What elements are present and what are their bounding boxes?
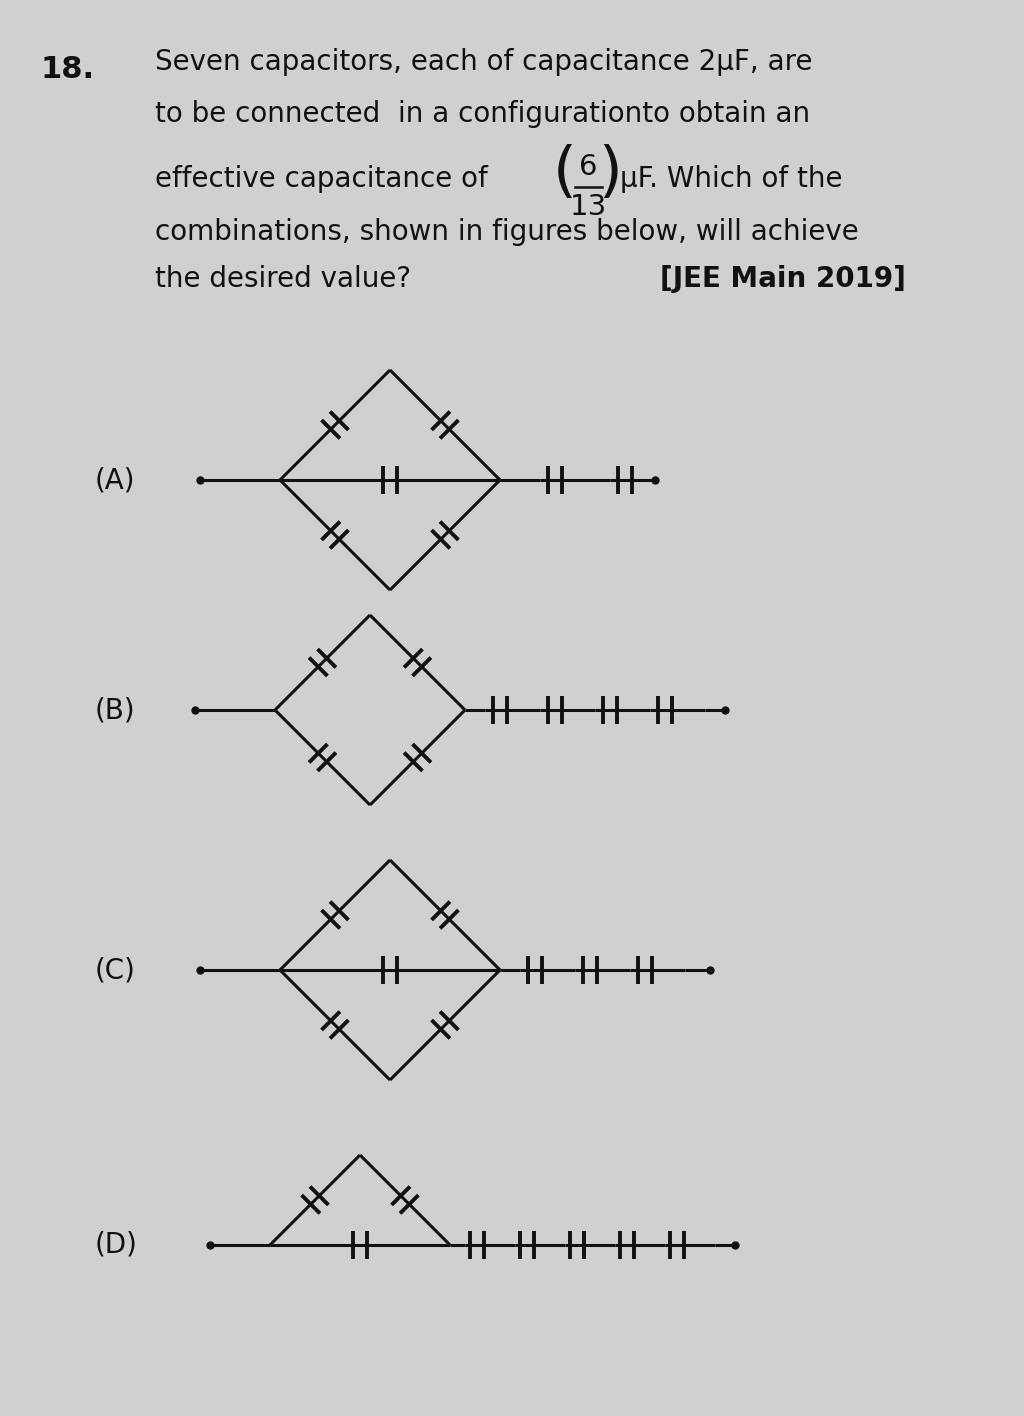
Text: combinations, shown in figures below, will achieve: combinations, shown in figures below, wi… (155, 218, 859, 246)
Text: μF. Which of the: μF. Which of the (620, 166, 843, 193)
Text: ): ) (598, 143, 622, 202)
Text: effective capacitance of: effective capacitance of (155, 166, 487, 193)
Text: (C): (C) (95, 956, 136, 984)
Text: to be connected  in a configurationto obtain an: to be connected in a configurationto obt… (155, 101, 810, 127)
Text: (D): (D) (95, 1231, 138, 1259)
Text: (: ( (553, 143, 577, 202)
Text: Seven capacitors, each of capacitance 2μF, are: Seven capacitors, each of capacitance 2μ… (155, 48, 812, 76)
Text: (B): (B) (95, 697, 135, 724)
Text: the desired value?: the desired value? (155, 265, 411, 293)
Text: 18.: 18. (40, 55, 94, 84)
Text: (A): (A) (95, 466, 135, 494)
Text: [JEE Main 2019]: [JEE Main 2019] (660, 265, 906, 293)
Text: 6: 6 (579, 153, 597, 181)
Text: 13: 13 (569, 193, 606, 221)
